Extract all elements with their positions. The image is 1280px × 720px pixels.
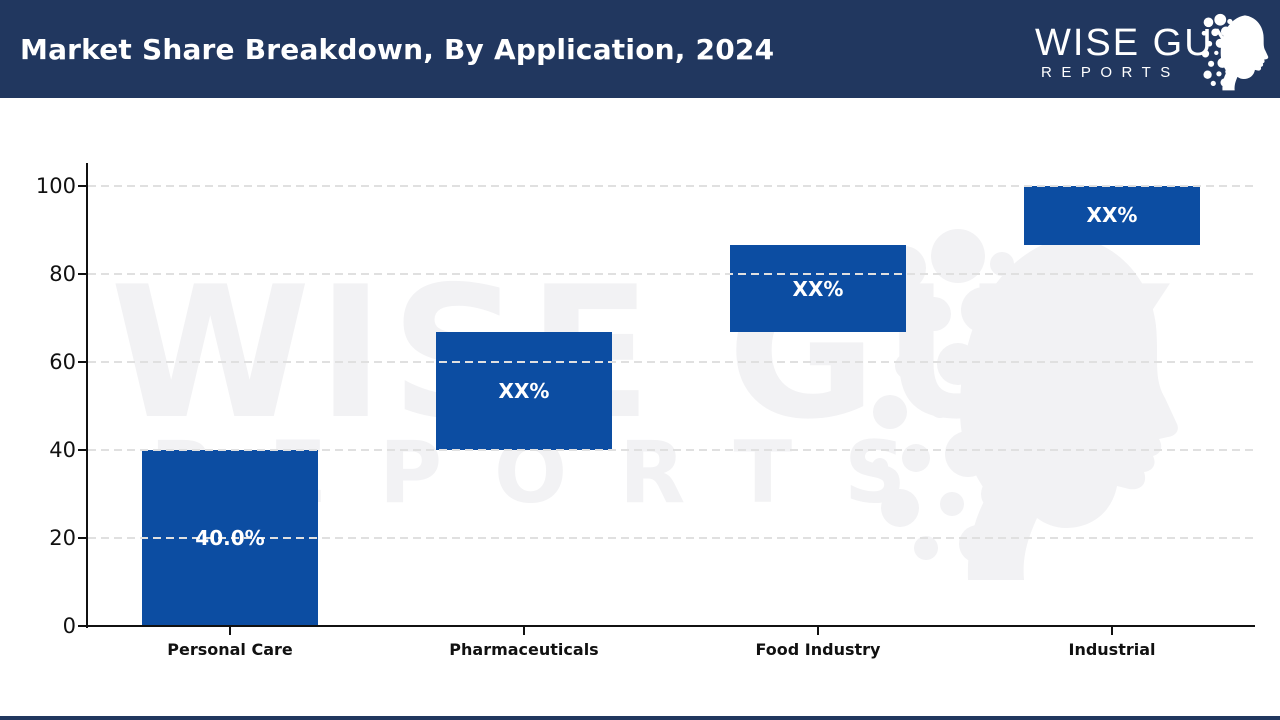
gridline [88,448,1253,451]
footer-bar [0,716,1280,720]
x-tick-mark [523,626,525,635]
x-category-label-food-industry: Food Industry [755,640,881,659]
gridline [88,185,1253,187]
y-tick-label: 100 [35,174,76,198]
bar-label-industrial: XX% [1086,203,1138,228]
x-category-label-pharmaceuticals: Pharmaceuticals [449,640,599,659]
y-tick-mark [78,360,86,363]
head-profile-logo-icon [1201,13,1269,91]
brand-subname: REPORTS [1041,64,1180,81]
brand-logo: WISE GUY REPORTS [1023,8,1269,91]
bar-label-pharmaceuticals: XX% [498,379,550,404]
y-tick-label: 80 [49,261,76,286]
y-tick-label: 20 [49,525,76,550]
gridline [88,272,1253,275]
x-tick-mark [1111,626,1113,635]
bar-label-food-industry: XX% [792,276,844,301]
x-category-label-industrial: Industrial [1068,640,1156,659]
bar-industrial [1024,186,1200,245]
y-tick-mark [78,536,86,539]
x-tick-mark [229,626,231,635]
x-axis-line [86,624,1255,627]
y-tick-label: 60 [49,349,76,374]
gridline [88,536,1253,539]
bar-pharmaceuticals [436,332,612,450]
chart-title: Market Share Breakdown, By Application, … [20,32,775,66]
y-tick-mark [78,624,86,627]
y-tick-label: 40 [49,437,76,462]
y-axis-line [86,163,88,628]
y-tick-mark [78,272,86,275]
y-tick-mark [78,448,86,451]
header-bar: Market Share Breakdown, By Application, … [0,0,1280,98]
gridline [88,360,1253,363]
y-tick-mark [78,185,86,187]
y-tick-label: 0 [62,613,76,638]
x-tick-mark [817,626,819,635]
bar-food-industry [730,244,906,333]
x-category-label-personal-care: Personal Care [167,640,293,659]
bar-label-personal-care: 40.0% [195,525,265,550]
